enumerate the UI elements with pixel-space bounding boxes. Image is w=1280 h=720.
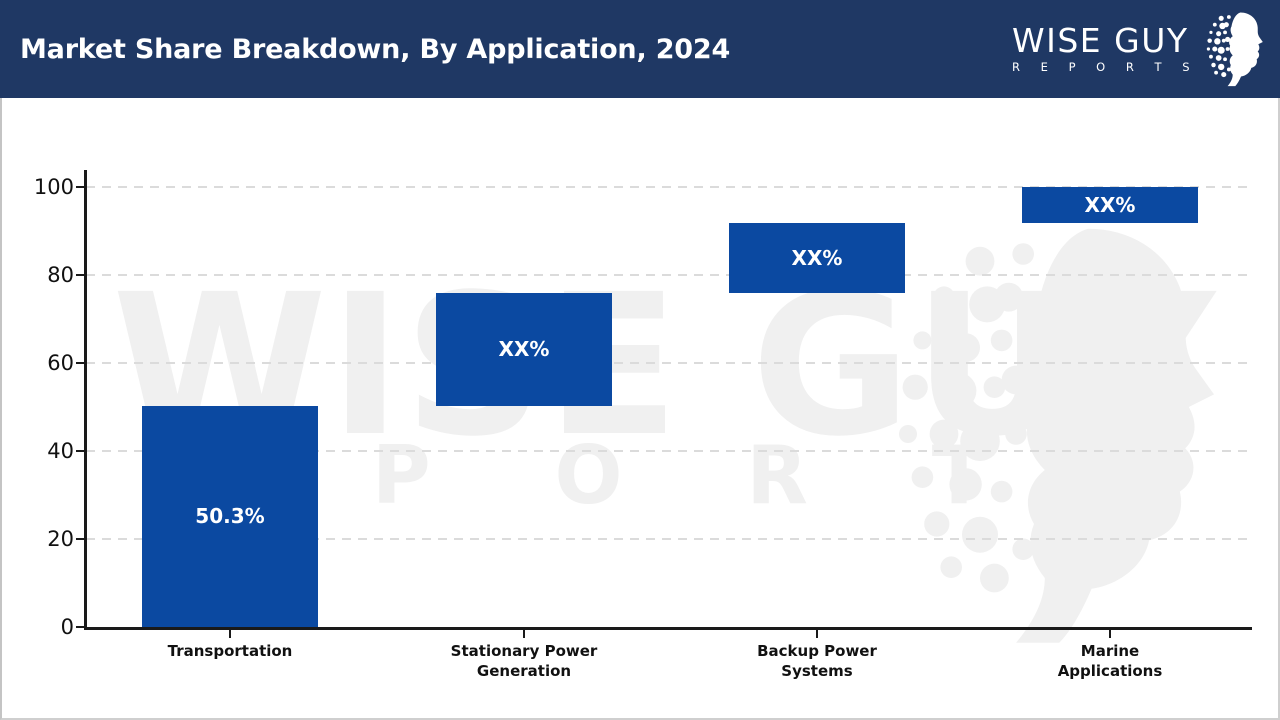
x-tick-label-1: Stationary Power Generation xyxy=(404,641,644,681)
brand-logo-text: WISE GUY R E P O R T S xyxy=(1012,24,1198,74)
y-tick-label-80: 80 xyxy=(47,263,74,287)
x-axis-line xyxy=(84,627,1252,630)
x-tick-label-line: Backup Power xyxy=(757,642,877,660)
gridline-60 xyxy=(86,362,1252,364)
y-tick-label-20: 20 xyxy=(47,527,74,551)
x-tick-label-0: Transportation xyxy=(110,641,350,661)
x-tick-0 xyxy=(229,630,231,638)
y-tick-label-60: 60 xyxy=(47,351,74,375)
x-tick-label-line: Applications xyxy=(1057,662,1163,680)
watermark-face-icon xyxy=(899,228,1214,643)
header-bar: Market Share Breakdown, By Application, … xyxy=(0,0,1280,98)
x-tick-label-2: Backup Power Systems xyxy=(697,641,937,681)
y-axis-line xyxy=(84,170,87,630)
bar-stationary-power-generation: XX% xyxy=(436,293,612,406)
x-tick-label-line: Transportation xyxy=(167,642,293,660)
y-tick-label-0: 0 xyxy=(60,615,74,639)
x-tick-label-line: Marine xyxy=(1080,642,1140,660)
dotted-face-icon xyxy=(1206,12,1263,87)
gridline-100 xyxy=(86,186,1252,188)
gridline-80 xyxy=(86,274,1252,276)
x-tick-label-line: Generation xyxy=(476,662,572,680)
logo-wordmark: WISE GUY xyxy=(1012,21,1189,60)
y-tick-80 xyxy=(76,274,84,276)
bar-value-label: XX% xyxy=(498,337,550,362)
y-tick-100 xyxy=(76,186,84,188)
x-tick-3 xyxy=(1109,630,1111,638)
bar-backup-power-systems: XX% xyxy=(729,223,905,294)
logo-subtext: R E P O R T S xyxy=(1012,60,1198,74)
y-tick-40 xyxy=(76,450,84,452)
gridline-40 xyxy=(86,450,1252,452)
bar-value-label: XX% xyxy=(791,246,843,271)
x-tick-label-line: Systems xyxy=(781,662,853,680)
x-tick-1 xyxy=(523,630,525,638)
x-tick-2 xyxy=(816,630,818,638)
page-title: Market Share Breakdown, By Application, … xyxy=(20,33,731,65)
y-tick-label-40: 40 xyxy=(47,439,74,463)
y-tick-label-100: 100 xyxy=(33,175,74,199)
y-tick-20 xyxy=(76,538,84,540)
y-tick-60 xyxy=(76,362,84,364)
bar-transportation: 50.3% xyxy=(142,405,318,627)
bar-value-label: 50.3% xyxy=(195,504,265,529)
x-tick-label-line: Stationary Power xyxy=(450,642,598,660)
bar-marine-applications: XX% xyxy=(1022,187,1198,224)
y-tick-0 xyxy=(76,626,84,628)
gridline-20 xyxy=(86,538,1252,540)
brand-logo: WISE GUY R E P O R T S xyxy=(1012,9,1266,89)
x-tick-label-3: Marine Applications xyxy=(990,641,1230,681)
bar-value-label: XX% xyxy=(1084,193,1136,218)
